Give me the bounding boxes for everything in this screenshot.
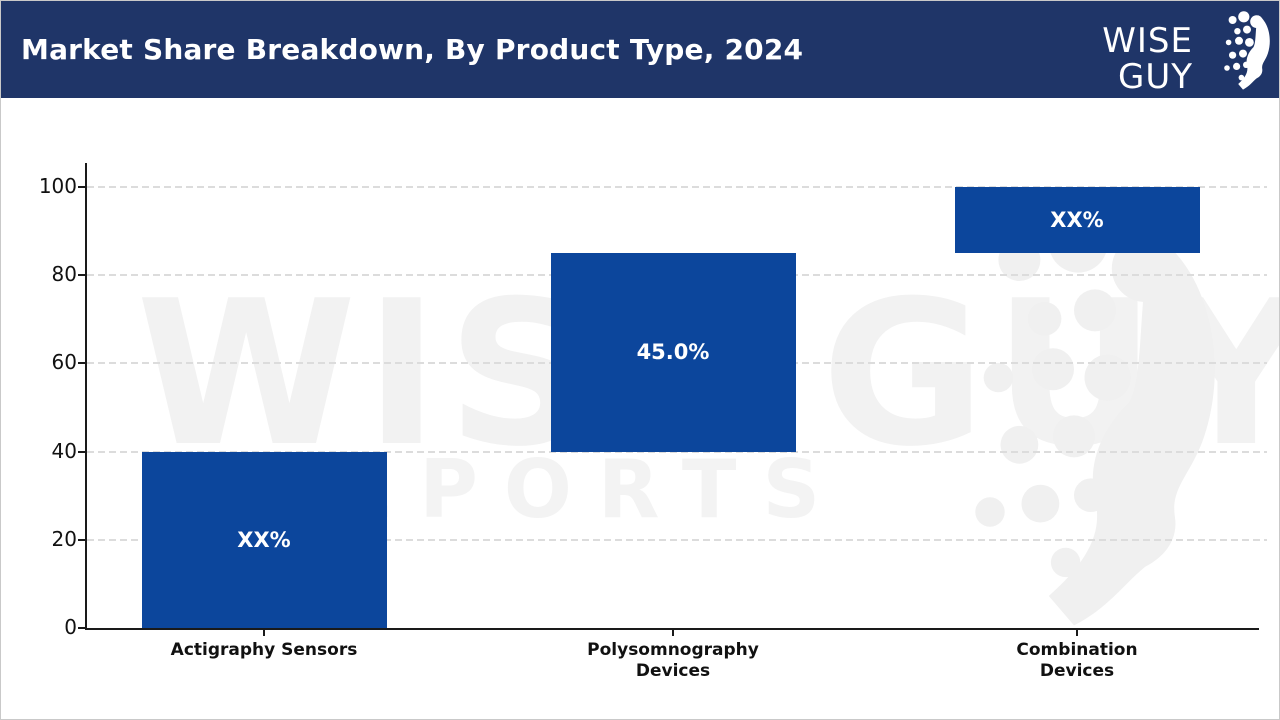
- x-tick-mark: [672, 630, 674, 636]
- gridline-40: [87, 450, 1267, 453]
- y-tick-label: 100: [38, 174, 77, 198]
- logo-head-icon: [1224, 11, 1270, 90]
- y-tick-mark: [78, 274, 85, 277]
- y-axis-line: [85, 163, 87, 630]
- x-category-label: Actigraphy Sensors: [170, 640, 358, 660]
- y-tick-mark: [78, 450, 85, 453]
- gridline-100: [87, 186, 1267, 188]
- logo-wordmark: WISE GUY: [1102, 21, 1193, 97]
- bar-value-label: 45.0%: [636, 340, 710, 365]
- gridline-20: [87, 538, 1267, 541]
- chart-title: Market Share Breakdown, By Product Type,…: [21, 33, 804, 66]
- bar-segment: XX%: [141, 451, 387, 628]
- x-category-label: Polysomnography Devices: [587, 640, 759, 681]
- y-tick-mark: [78, 186, 85, 188]
- x-category-label: Combination Devices: [1016, 640, 1138, 681]
- y-tick-label: 40: [51, 438, 77, 463]
- y-tick-mark: [78, 627, 85, 629]
- y-tick-mark: [78, 362, 85, 365]
- header-bar: Market Share Breakdown, By Product Type,…: [1, 1, 1279, 112]
- bar-segment: XX%: [954, 187, 1200, 254]
- y-tick-mark: [78, 538, 85, 541]
- x-axis-line: [85, 628, 1259, 630]
- wiseguy-logo: WISE GUY REPORTS: [1021, 7, 1271, 112]
- x-tick-mark: [263, 630, 265, 636]
- bar-segment: 45.0%: [550, 253, 796, 452]
- y-tick-label: 80: [51, 262, 77, 287]
- logo-text: WISE GUY REPORTS: [1021, 23, 1193, 112]
- bar-value-label: XX%: [1050, 208, 1104, 233]
- y-tick-label: 60: [51, 350, 77, 375]
- bar-value-label: XX%: [237, 527, 291, 552]
- y-tick-label: 20: [51, 526, 77, 551]
- y-tick-label: 0: [64, 615, 77, 639]
- logo-subtitle: REPORTS: [1067, 97, 1204, 112]
- x-tick-mark: [1076, 630, 1078, 636]
